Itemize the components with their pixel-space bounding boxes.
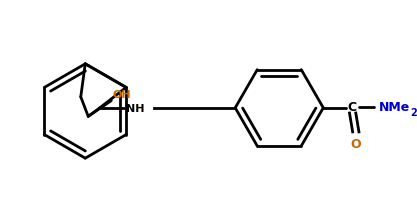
- Text: NMe: NMe: [379, 101, 410, 114]
- Text: 2: 2: [410, 107, 417, 117]
- Text: OH: OH: [112, 89, 131, 99]
- Text: NH: NH: [126, 103, 145, 113]
- Text: O: O: [351, 138, 361, 150]
- Text: C: C: [347, 101, 357, 114]
